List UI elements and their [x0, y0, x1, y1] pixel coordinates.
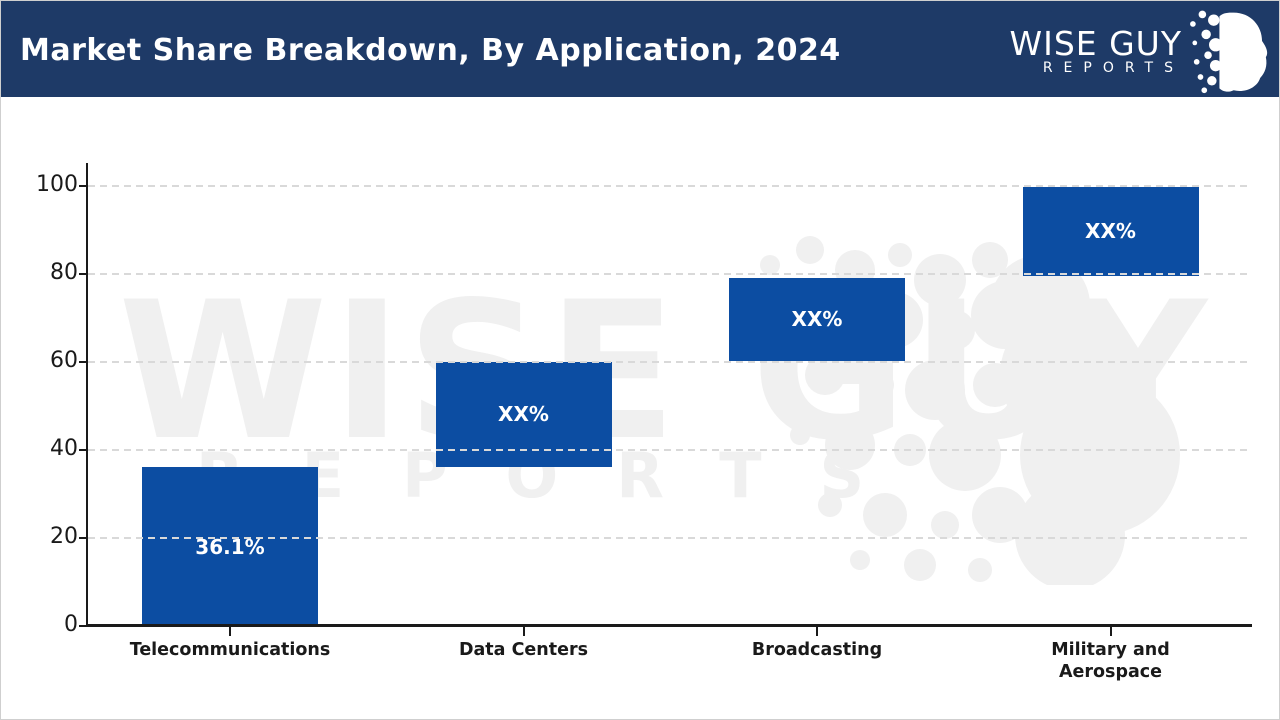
y-tick-label: 40: [50, 436, 78, 461]
wise-guy-reports-logo: WISE GUY REPORTS: [1009, 0, 1270, 97]
logo-subtitle: REPORTS: [1042, 60, 1184, 76]
y-tick-label: 60: [50, 348, 78, 373]
bar-military-and-aerospace: [1022, 186, 1199, 276]
gridline-20: [88, 537, 1252, 539]
gridline-100: [88, 185, 1252, 187]
y-tick-mark: [79, 449, 87, 451]
bar-value-label: XX%: [498, 402, 549, 427]
x-axis-line: [86, 624, 1252, 627]
x-tick-mark: [1109, 627, 1112, 636]
y-tick-label: 80: [50, 260, 78, 285]
y-axis-line: [86, 163, 88, 627]
y-tick-mark: [79, 361, 87, 363]
logo-face-icon: [1190, 10, 1268, 94]
gridline-40: [88, 449, 1252, 451]
bar-telecommunications: [142, 467, 318, 626]
gridline-80: [88, 273, 1252, 275]
category-label: Telecommunications: [129, 640, 331, 660]
y-tick-label: 20: [50, 524, 78, 549]
x-tick-mark: [816, 627, 818, 636]
header-bar: Market Share Breakdown, By Application, …: [0, 0, 1280, 97]
x-tick-mark: [229, 627, 231, 636]
bar-value-label: XX%: [1085, 219, 1136, 244]
bar-broadcasting: [729, 277, 905, 361]
x-tick-mark: [522, 627, 525, 636]
y-tick-mark: [79, 185, 87, 187]
y-tick-mark: [79, 537, 87, 539]
bar-value-label: XX%: [791, 307, 843, 332]
y-tick-label: 100: [36, 172, 78, 197]
category-label: Data Centers: [458, 640, 589, 660]
y-tick-mark: [79, 625, 87, 627]
category-label: Military and Aerospace: [1051, 640, 1170, 682]
category-label: Broadcasting: [751, 640, 883, 660]
y-tick-label: 0: [64, 612, 78, 637]
watermark-dots-face-icon: [760, 236, 1180, 585]
page-title: Market Share Breakdown, By Application, …: [20, 33, 841, 68]
logo-wordmark: WISE GUY: [1009, 24, 1182, 63]
bar-value-label: 36.1%: [195, 534, 265, 559]
y-tick-mark: [79, 273, 87, 275]
gridline-60: [88, 361, 1252, 363]
